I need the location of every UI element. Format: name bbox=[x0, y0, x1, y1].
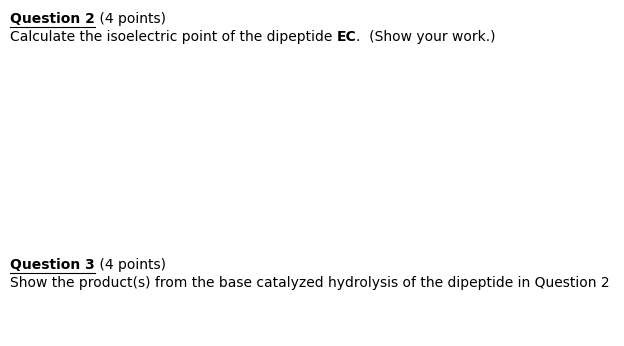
Text: EC: EC bbox=[337, 30, 356, 44]
Text: (4 points): (4 points) bbox=[95, 12, 166, 26]
Text: .  (Show your work.): . (Show your work.) bbox=[356, 30, 496, 44]
Text: (4 points): (4 points) bbox=[95, 258, 166, 272]
Text: Calculate the isoelectric point of the dipeptide: Calculate the isoelectric point of the d… bbox=[10, 30, 337, 44]
Text: Show the product(s) from the base catalyzed hydrolysis of the dipeptide in Quest: Show the product(s) from the base cataly… bbox=[10, 276, 610, 290]
Text: Question 2: Question 2 bbox=[10, 12, 95, 26]
Text: Question 3: Question 3 bbox=[10, 258, 95, 272]
